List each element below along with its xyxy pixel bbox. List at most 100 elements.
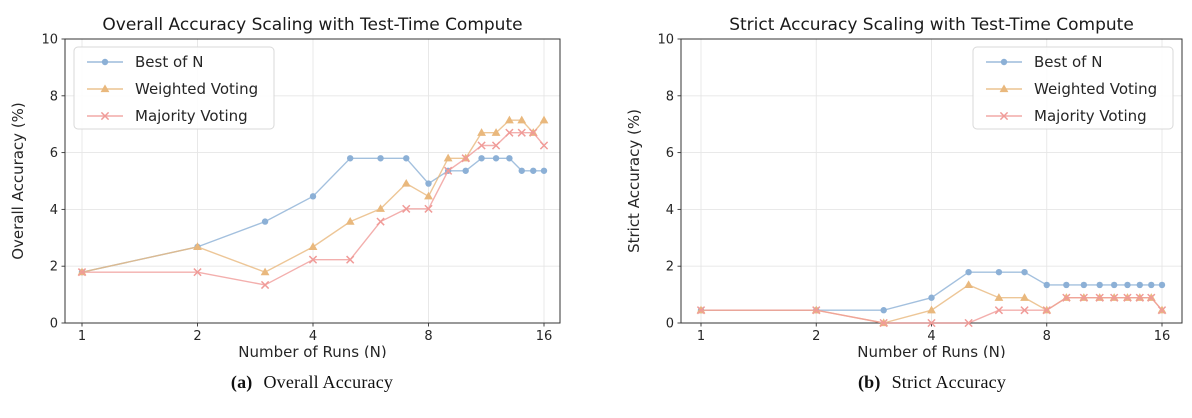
data-point-marker: [506, 155, 513, 162]
data-point-marker: [478, 155, 485, 162]
data-point-marker: [1123, 293, 1132, 302]
data-point-marker: [443, 153, 453, 162]
legend-label: Best of N: [1034, 53, 1102, 71]
legend-item: Best of N: [986, 53, 1102, 71]
caption-a-label: (a): [230, 372, 253, 392]
data-point-marker: [308, 255, 318, 264]
data-point-marker: [540, 167, 548, 174]
y-tick-label: 0: [666, 317, 674, 332]
data-point-marker: [505, 128, 514, 137]
data-point-marker: [1157, 306, 1167, 315]
data-point-marker: [1020, 306, 1029, 315]
data-point-marker: [927, 318, 936, 328]
data-point-marker: [517, 128, 526, 137]
x-tick-label: 1: [78, 329, 86, 344]
series-majority-voting: [696, 293, 1167, 328]
data-point-marker: [346, 255, 355, 264]
x-tick-label: 16: [536, 329, 553, 344]
caption-a: (a) Overall Accuracy: [14, 372, 610, 393]
data-point-marker: [1020, 293, 1029, 301]
legend-box: [972, 46, 1174, 130]
data-point-marker: [964, 318, 973, 328]
data-point-marker: [1096, 281, 1103, 289]
data-point-marker: [402, 204, 411, 213]
legend-sample-marker: [999, 84, 1009, 93]
series-line: [81, 119, 545, 273]
x-tick-label: 1: [697, 329, 705, 344]
data-point-marker: [376, 204, 385, 212]
y-tick-label: 2: [666, 260, 674, 275]
data-point-marker: [1110, 293, 1119, 302]
data-point-marker: [964, 280, 974, 289]
data-point-marker: [1110, 281, 1118, 289]
x-tick-label: 4: [927, 329, 935, 344]
legend-label: Best of N: [135, 53, 203, 71]
data-point-marker: [539, 141, 549, 150]
legend-item: Weighted Voting: [87, 80, 258, 98]
legend-box: [73, 46, 275, 130]
data-point-marker: [696, 306, 706, 315]
data-point-marker: [477, 141, 486, 150]
y-tick-label: 6: [666, 146, 674, 161]
legend-sample-marker: [100, 84, 110, 93]
x-tick-label: 4: [309, 329, 317, 344]
data-point-marker: [425, 180, 432, 187]
x-axis-label: Number of Runs (N): [857, 343, 1006, 358]
data-point-marker: [994, 293, 1004, 301]
overall-accuracy-chart: 1 2 4 8 16 0 2 4 6 8 10 Overall Accuracy Scaling wi…: [9, 15, 561, 358]
data-point-marker: [461, 154, 470, 163]
data-point-marker: [928, 294, 935, 301]
data-point-marker: [539, 115, 549, 124]
data-point-marker: [260, 267, 270, 276]
x-axis-label: Number of Runs (N): [238, 343, 387, 358]
data-point-marker: [424, 204, 433, 213]
series-line: [701, 297, 1163, 324]
data-point-marker: [403, 155, 410, 162]
x-tick-label: 16: [1154, 329, 1171, 344]
data-point-marker: [880, 307, 887, 314]
legend-sample-marker: [1000, 58, 1008, 66]
caption-b-text: Strict Accuracy: [891, 372, 1007, 392]
data-point-marker: [1079, 293, 1088, 302]
data-point-marker: [346, 155, 354, 162]
data-point-marker: [529, 128, 538, 137]
data-point-marker: [879, 318, 888, 328]
data-point-marker: [1043, 281, 1050, 289]
y-axis-label: Overall Accuracy (%): [9, 102, 27, 260]
data-point-marker: [491, 128, 501, 136]
legend-item: Majority Voting: [986, 107, 1147, 125]
y-tick-label: 4: [50, 203, 58, 218]
legend-item: Best of N: [87, 53, 203, 71]
legend-sample-marker: [101, 58, 109, 66]
x-tick-label: 2: [193, 329, 201, 344]
legend-label: Weighted Voting: [135, 80, 258, 98]
x-tick-label: 8: [1043, 329, 1051, 344]
data-point-marker: [518, 167, 525, 174]
caption-a-text: Overall Accuracy: [263, 372, 394, 392]
y-tick-label: 2: [50, 260, 58, 275]
data-point-marker: [309, 193, 317, 200]
caption-b: (b) Strict Accuracy: [634, 372, 1192, 393]
legend-sample-marker: [999, 111, 1009, 121]
data-point-marker: [492, 155, 500, 162]
data-point-marker: [491, 141, 501, 150]
data-point-marker: [193, 268, 202, 277]
data-point-marker: [1158, 281, 1166, 289]
data-point-marker: [401, 178, 411, 187]
plot-border: [64, 38, 561, 324]
data-point-marker: [1124, 281, 1131, 289]
data-point-marker: [477, 128, 486, 136]
data-point-marker: [1063, 281, 1070, 289]
y-tick-label: 8: [50, 89, 58, 104]
data-point-marker: [77, 268, 87, 277]
legend: Best of N Weighted Voting Majority Voting: [972, 46, 1174, 130]
x-tick-label: 2: [812, 329, 820, 344]
data-point-marker: [376, 217, 385, 226]
data-point-marker: [424, 191, 433, 200]
data-point-marker: [994, 306, 1004, 315]
data-point-marker: [995, 268, 1003, 276]
data-point-marker: [1062, 293, 1071, 302]
data-point-marker: [1095, 293, 1104, 302]
series-line: [701, 271, 1162, 311]
data-point-marker: [260, 280, 270, 290]
